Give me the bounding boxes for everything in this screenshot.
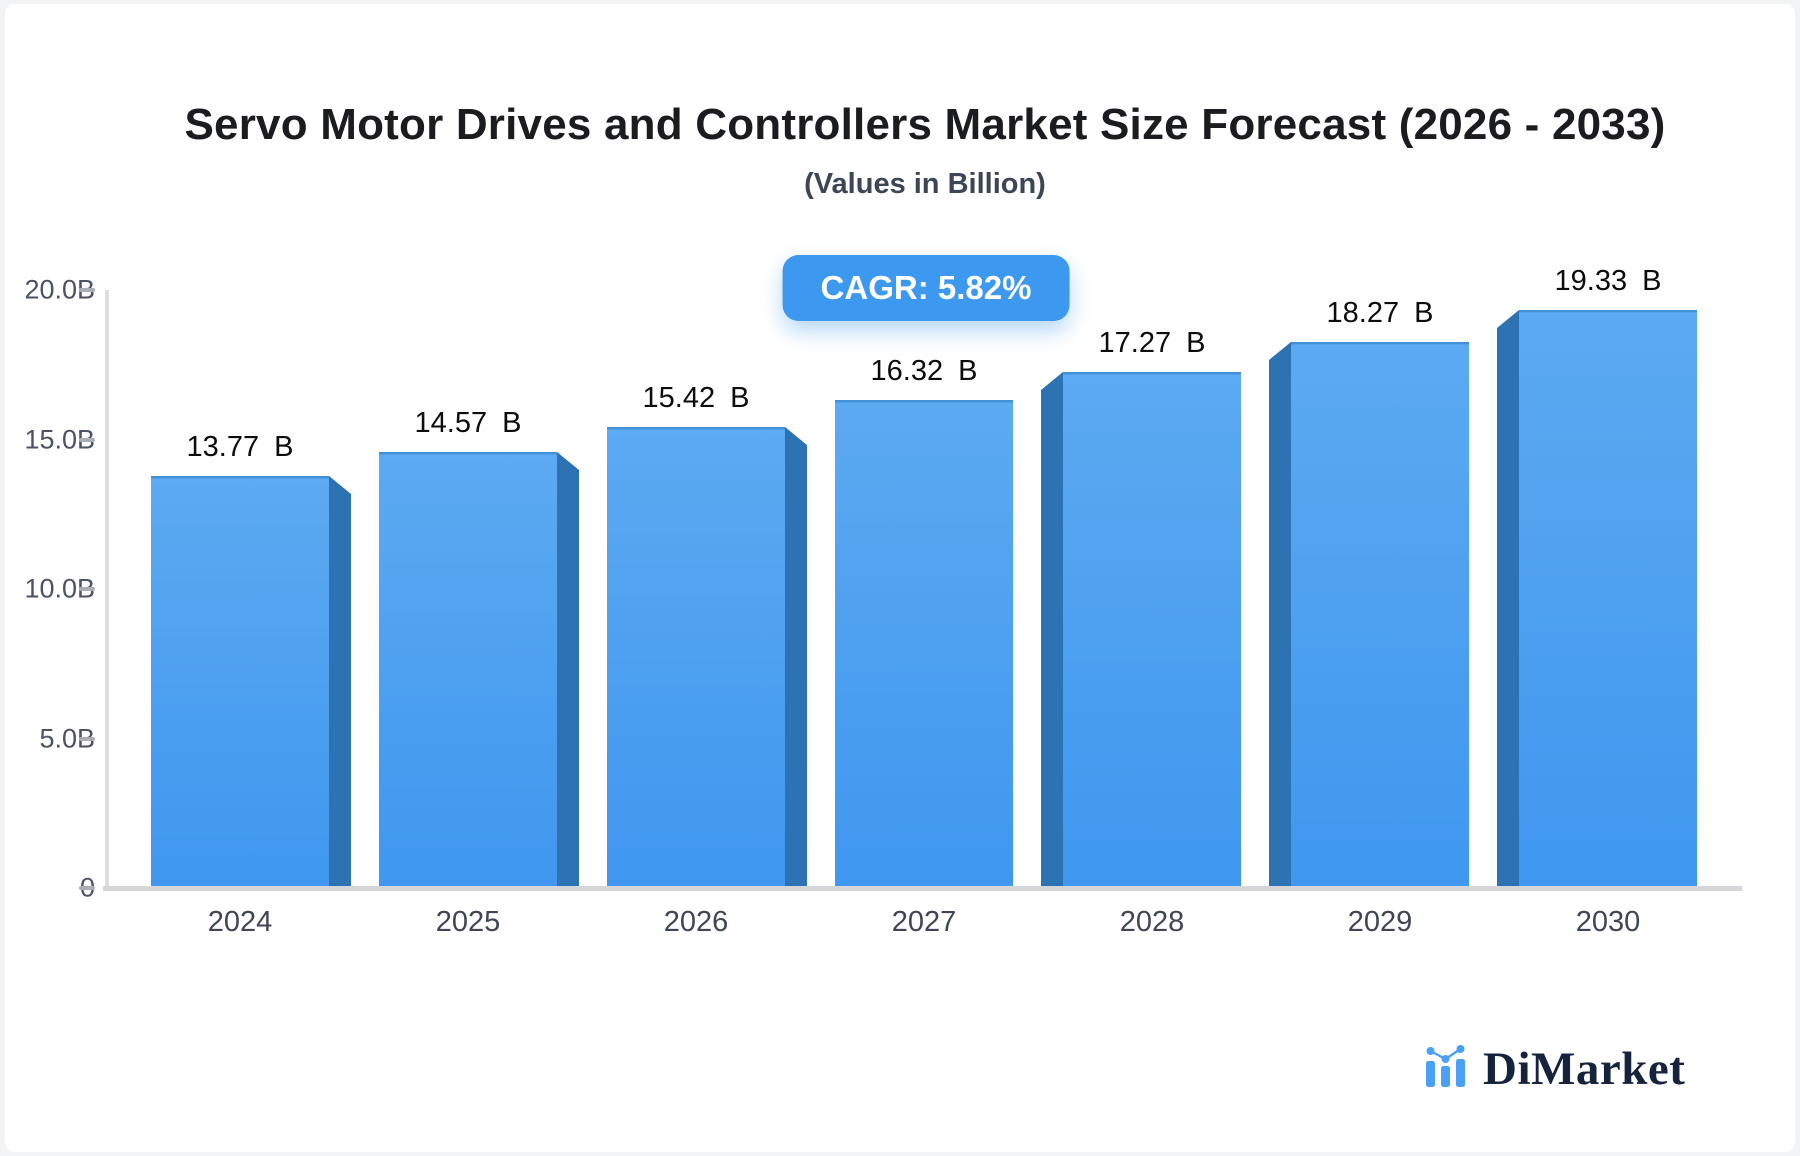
dimarket-logo: DiMarket bbox=[1423, 1042, 1685, 1096]
y-tick-dash bbox=[79, 736, 95, 741]
bar-value-label: 15.42 B bbox=[642, 382, 750, 414]
bar-side bbox=[1497, 310, 1519, 888]
dimarket-logo-text: DiMarket bbox=[1483, 1043, 1686, 1095]
bar bbox=[607, 427, 807, 888]
bar bbox=[835, 400, 1013, 888]
bar-face bbox=[607, 427, 785, 888]
x-axis-category-label: 2025 bbox=[435, 906, 501, 938]
x-axis-category-label: 2029 bbox=[1347, 906, 1413, 938]
bar bbox=[1269, 342, 1469, 888]
bar-value-label: 13.77 B bbox=[186, 431, 294, 463]
dimarket-logo-icon bbox=[1423, 1044, 1469, 1095]
chart-subtitle: (Values in Billion) bbox=[804, 168, 1046, 200]
y-tick-dash bbox=[79, 288, 95, 292]
bar-value-label: 18.27 B bbox=[1326, 297, 1434, 329]
bar-face bbox=[379, 452, 557, 888]
bar bbox=[1041, 372, 1241, 888]
chart-card: Servo Motor Drives and Controllers Marke… bbox=[5, 4, 1795, 1152]
x-axis-category-label: 2026 bbox=[663, 906, 729, 938]
y-tick-dash bbox=[79, 587, 95, 591]
x-axis-category-label: 2024 bbox=[207, 906, 273, 938]
y-tick-dash bbox=[79, 437, 95, 442]
bar bbox=[151, 476, 351, 888]
bar-value-label: 14.57 B bbox=[414, 407, 522, 439]
bar-face bbox=[151, 476, 329, 888]
x-axis-category-label: 2030 bbox=[1575, 906, 1641, 938]
bar-side bbox=[329, 476, 351, 888]
y-tick-dash bbox=[79, 886, 95, 890]
bar-side bbox=[557, 452, 579, 888]
cagr-badge: CAGR: 5.82% bbox=[782, 255, 1070, 321]
bar-face bbox=[1291, 342, 1469, 888]
bar-value-label: 16.32 B bbox=[870, 355, 978, 387]
y-axis-line bbox=[105, 290, 109, 888]
x-axis-category-label: 2027 bbox=[891, 906, 957, 938]
bar-value-label: 17.27 B bbox=[1098, 327, 1206, 359]
bar-side bbox=[1269, 342, 1291, 888]
x-axis-category-label: 2028 bbox=[1119, 906, 1185, 938]
bar bbox=[379, 452, 579, 888]
bar-side bbox=[785, 427, 807, 888]
x-axis-line bbox=[103, 886, 1742, 891]
chart-title: Servo Motor Drives and Controllers Marke… bbox=[184, 100, 1666, 149]
bar-side bbox=[1041, 372, 1063, 888]
bar-face bbox=[1063, 372, 1241, 888]
bar-face bbox=[835, 400, 1013, 888]
bar-face bbox=[1519, 310, 1697, 888]
bar-value-label: 19.33 B bbox=[1554, 265, 1662, 297]
bar bbox=[1497, 310, 1697, 888]
